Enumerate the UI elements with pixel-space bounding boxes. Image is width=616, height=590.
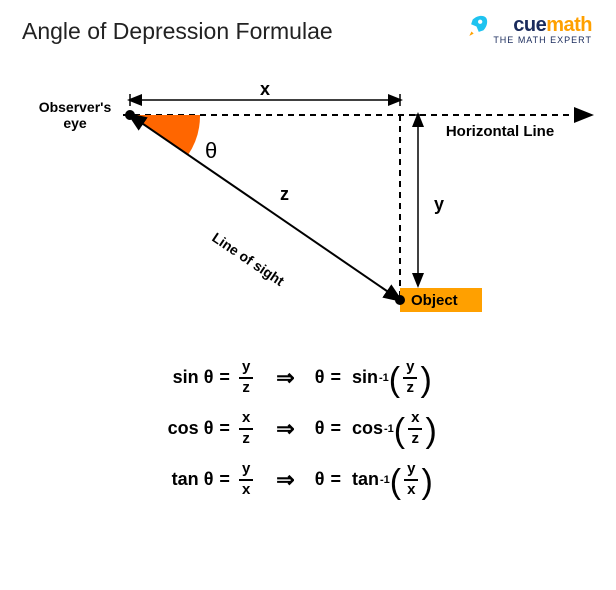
page-title: Angle of Depression Formulae <box>22 18 333 45</box>
formula-cos: cos θ = xz ⇒ θ= cos-1(xz) <box>0 410 616 447</box>
logo-text: cuemath <box>493 14 592 37</box>
fraction: xz <box>408 410 422 447</box>
logo: cuemath THE MATH EXPERT <box>493 14 592 45</box>
object-point <box>395 295 405 305</box>
observer-label-1: Observer's <box>39 99 112 115</box>
theta: θ <box>204 469 214 490</box>
theta-label: θ <box>205 138 217 163</box>
implies-icon: ⇒ <box>276 467 294 493</box>
func-name: cos <box>168 418 199 439</box>
formula-sin: sin θ = yz ⇒ θ= sin-1(yz) <box>0 359 616 396</box>
func-name: tan <box>172 469 199 490</box>
fraction: yz <box>239 359 253 396</box>
fraction: yx <box>239 461 253 498</box>
rocket-icon <box>465 12 491 38</box>
z-label: z <box>280 184 289 204</box>
theta: θ <box>315 469 325 490</box>
observer-label-2: eye <box>63 115 87 131</box>
x-label: x <box>260 79 270 99</box>
observer-point <box>125 110 135 120</box>
formulas: sin θ = yz ⇒ θ= sin-1(yz) cos θ = xz ⇒ θ… <box>0 345 616 512</box>
inv-func: cos <box>352 418 383 439</box>
theta: θ <box>315 418 325 439</box>
func-name: sin <box>173 367 199 388</box>
theta: θ <box>204 418 214 439</box>
fraction: yz <box>403 359 417 396</box>
inverse-sup: -1 <box>384 423 394 435</box>
fraction: xz <box>239 410 253 447</box>
inverse-sup: -1 <box>380 474 390 486</box>
logo-math: math <box>546 14 592 36</box>
logo-cue: cue <box>513 14 546 36</box>
theta: θ <box>315 367 325 388</box>
los-label: Line of sight <box>209 229 287 289</box>
inverse-sup: -1 <box>379 372 389 384</box>
horizontal-label: Horizontal Line <box>446 123 554 140</box>
implies-icon: ⇒ <box>276 416 294 442</box>
inv-func: sin <box>352 367 378 388</box>
diagram: Observer's eye Horizontal Line Line of s… <box>0 70 616 320</box>
object-label: Object <box>411 292 458 309</box>
fraction: yx <box>404 461 418 498</box>
implies-icon: ⇒ <box>276 365 294 391</box>
theta: θ <box>204 367 214 388</box>
logo-tagline: THE MATH EXPERT <box>493 35 592 45</box>
inv-func: tan <box>352 469 379 490</box>
formula-tan: tan θ = yx ⇒ θ= tan-1(yx) <box>0 461 616 498</box>
y-label: y <box>434 194 444 214</box>
